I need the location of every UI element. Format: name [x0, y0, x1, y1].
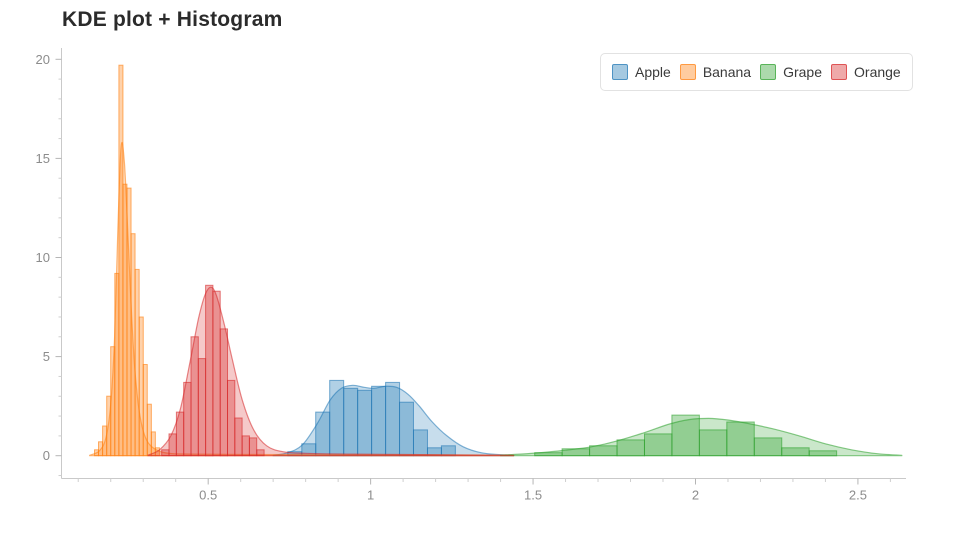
- legend-label: Banana: [702, 64, 752, 80]
- y-tick-label: 20: [36, 52, 50, 67]
- axes: 0 5 10 15 20 0.5 1 1.5 2 2.5: [36, 48, 906, 503]
- grape-kde-curve: [500, 417, 903, 457]
- histogram-bar: [726, 421, 755, 457]
- legend-item-banana: Banana: [679, 64, 752, 80]
- legend: Apple Banana Grape Orange: [600, 53, 913, 91]
- x-tick-label: 1.5: [524, 488, 542, 503]
- x-tick-label: 0.5: [199, 488, 217, 503]
- chart-title: KDE plot + Histogram: [62, 8, 283, 31]
- apple-series: [272, 379, 515, 457]
- grape-histogram: [534, 414, 838, 457]
- legend-label: Orange: [854, 64, 901, 80]
- legend-label: Apple: [635, 64, 671, 80]
- x-tick-label: 2.5: [849, 488, 867, 503]
- orange-series: [147, 284, 515, 457]
- legend-swatch-orange-icon: [831, 64, 848, 80]
- x-tick-label: 1: [367, 488, 374, 503]
- y-tick-label: 15: [36, 151, 50, 166]
- banana-series: [89, 64, 515, 457]
- legend-swatch-banana-icon: [679, 64, 696, 80]
- x-tick-label: 2: [692, 488, 699, 503]
- legend-label: Grape: [783, 64, 823, 80]
- legend-item-orange: Orange: [831, 64, 901, 80]
- y-tick-label: 5: [43, 349, 50, 364]
- legend-item-grape: Grape: [760, 64, 822, 80]
- grape-series: [500, 414, 903, 457]
- y-tick-label: 10: [36, 250, 50, 265]
- banana-kde-curve: [89, 141, 515, 457]
- apple-kde-curve: [272, 384, 515, 457]
- legend-swatch-grape-icon: [760, 64, 777, 80]
- orange-kde-curve: [147, 286, 515, 457]
- legend-item-apple: Apple: [612, 64, 671, 80]
- legend-swatch-apple-icon: [612, 64, 628, 80]
- y-tick-label: 0: [43, 448, 50, 463]
- histogram-bar: [698, 429, 728, 457]
